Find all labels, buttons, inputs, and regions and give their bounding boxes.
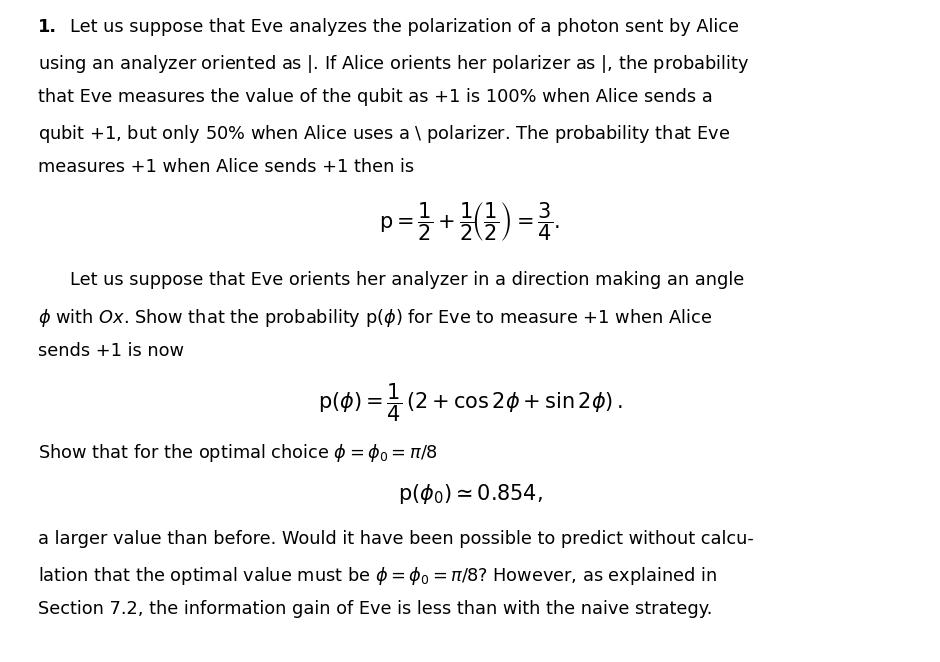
Text: using an analyzer oriented as $|$. If Alice orients her polarizer as $\vert$, th: using an analyzer oriented as $|$. If Al… <box>38 53 749 75</box>
Text: $\phi$ with $Ox$. Show that the probability p($\phi$) for Eve to measure $+1$ wh: $\phi$ with $Ox$. Show that the probabil… <box>38 307 712 328</box>
Text: sends +1 is now: sends +1 is now <box>38 342 183 359</box>
Text: that Eve measures the value of the qubit as +1 is 100% when Alice sends a: that Eve measures the value of the qubit… <box>38 88 713 106</box>
Text: Show that for the optimal choice $\phi = \phi_0 = \pi/8$: Show that for the optimal choice $\phi =… <box>38 442 437 463</box>
Text: $\mathrm{p}(\phi) = \dfrac{1}{4}\,(2 + \cos 2\phi + \sin 2\phi)\,.$: $\mathrm{p}(\phi) = \dfrac{1}{4}\,(2 + \… <box>318 382 622 424</box>
Text: Let us suppose that Eve orients her analyzer in a direction making an angle: Let us suppose that Eve orients her anal… <box>70 271 744 289</box>
Text: 1.: 1. <box>38 18 56 36</box>
Text: a larger value than before. Would it have been possible to predict without calcu: a larger value than before. Would it hav… <box>38 530 753 547</box>
Text: $\mathrm{p}(\phi_0) \simeq 0.854,$: $\mathrm{p}(\phi_0) \simeq 0.854,$ <box>398 482 542 506</box>
Text: $\mathrm{p} = \dfrac{1}{2} + \dfrac{1}{2}\!\left(\dfrac{1}{2}\right) = \dfrac{3}: $\mathrm{p} = \dfrac{1}{2} + \dfrac{1}{2… <box>380 200 560 243</box>
Text: Let us suppose that Eve analyzes the polarization of a photon sent by Alice: Let us suppose that Eve analyzes the pol… <box>70 18 740 36</box>
Text: measures +1 when Alice sends +1 then is: measures +1 when Alice sends +1 then is <box>38 158 414 176</box>
Text: qubit +1, but only 50% when Alice uses a $\backslash$ polarizer. The probability: qubit +1, but only 50% when Alice uses a… <box>38 123 729 145</box>
Text: lation that the optimal value must be $\phi = \phi_0 = \pi/8$? However, as expla: lation that the optimal value must be $\… <box>38 565 717 587</box>
Text: Section 7.2, the information gain of Eve is less than with the naive strategy.: Section 7.2, the information gain of Eve… <box>38 600 712 618</box>
